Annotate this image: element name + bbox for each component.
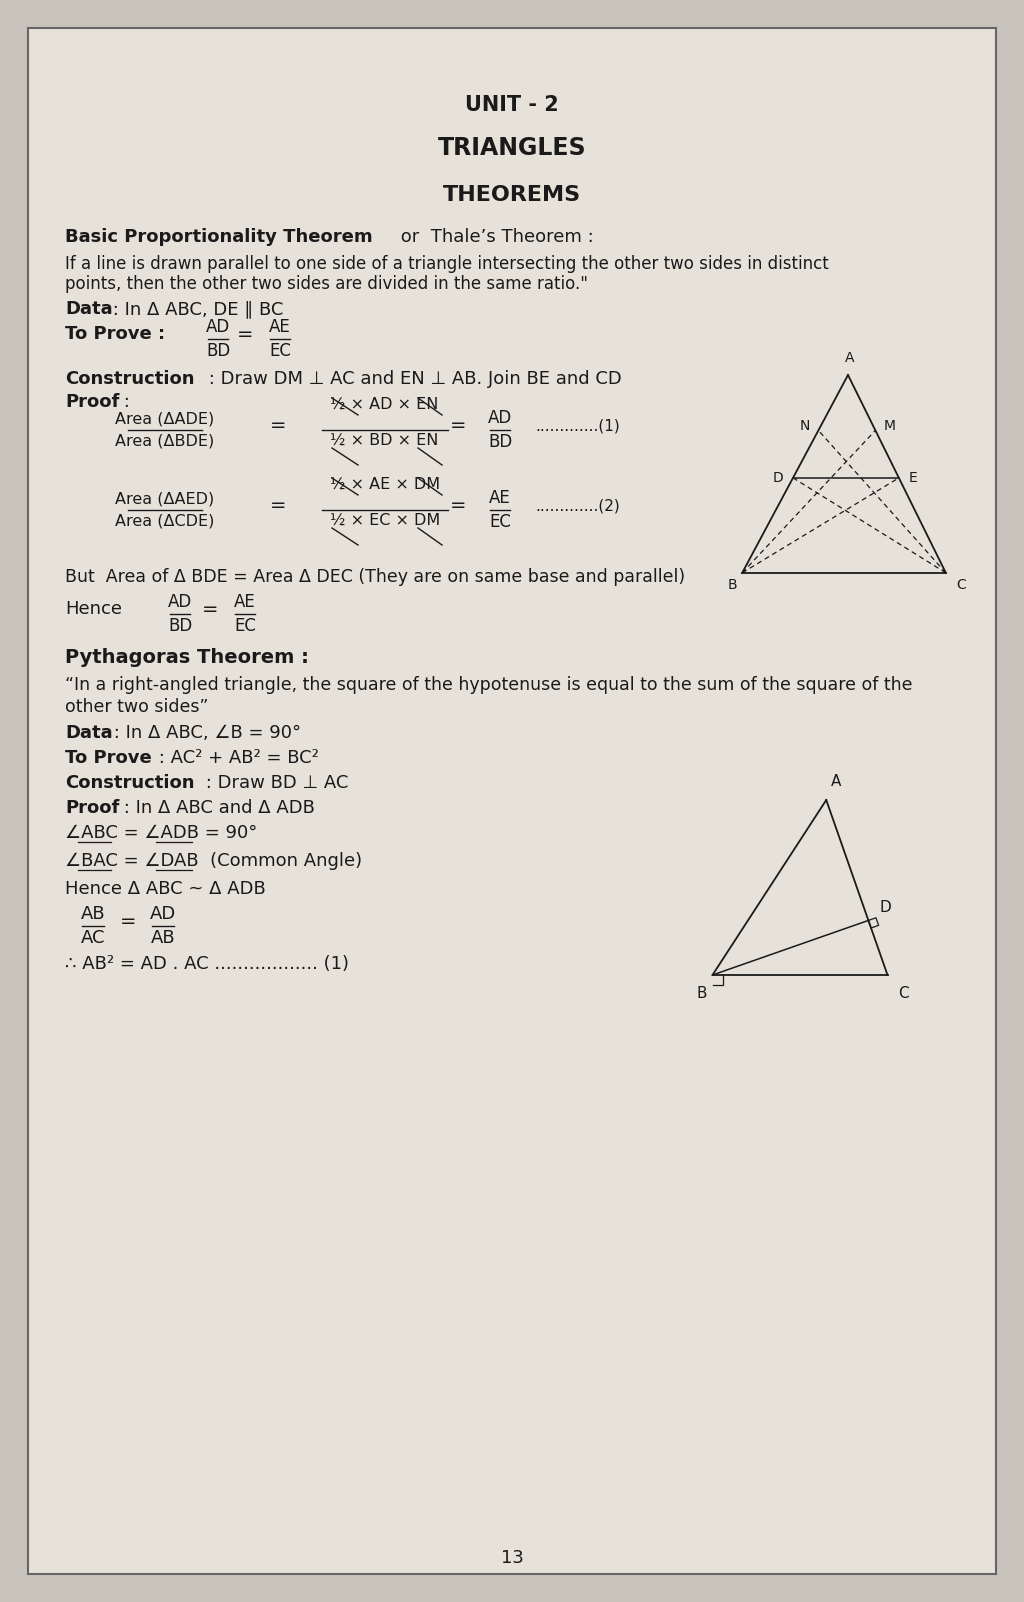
Text: M: M <box>884 420 895 434</box>
Text: B: B <box>696 985 707 1001</box>
Text: ½ × BD × EN: ½ × BD × EN <box>330 433 438 449</box>
Text: Area (ΔADE): Area (ΔADE) <box>116 412 215 428</box>
Text: .............(1): .............(1) <box>535 418 620 434</box>
Text: : Draw BD ⊥ AC: : Draw BD ⊥ AC <box>200 774 348 791</box>
Text: A: A <box>831 774 842 790</box>
Text: To Prove :: To Prove : <box>65 325 165 343</box>
Text: : In Δ ABC, DE ∥ BC: : In Δ ABC, DE ∥ BC <box>106 300 284 319</box>
Text: Area (ΔAED): Area (ΔAED) <box>116 492 215 506</box>
Text: If a line is drawn parallel to one side of a triangle intersecting the other two: If a line is drawn parallel to one side … <box>65 255 828 272</box>
Text: =: = <box>237 325 253 344</box>
Text: A: A <box>845 351 855 365</box>
Text: AC: AC <box>81 929 105 947</box>
FancyBboxPatch shape <box>28 27 996 1575</box>
Text: Construction: Construction <box>65 774 195 791</box>
Text: Construction: Construction <box>65 370 195 388</box>
Text: Hence Δ ABC ~ Δ ADB: Hence Δ ABC ~ Δ ADB <box>65 879 266 899</box>
Text: ∴ AB² = AD . AC .................. (1): ∴ AB² = AD . AC .................. (1) <box>65 955 349 972</box>
Text: EC: EC <box>234 617 256 634</box>
Text: AE: AE <box>269 319 291 336</box>
Text: Data: Data <box>65 300 113 319</box>
Text: Data: Data <box>65 724 113 742</box>
Text: Basic Proportionality Theorem: Basic Proportionality Theorem <box>65 227 373 247</box>
Text: AD: AD <box>206 319 230 336</box>
Text: TRIANGLES: TRIANGLES <box>437 136 587 160</box>
Text: Hence: Hence <box>65 601 122 618</box>
Text: ∠ABC = ∠ADB = 90°: ∠ABC = ∠ADB = 90° <box>65 823 257 843</box>
Text: ½ × EC × DM: ½ × EC × DM <box>330 513 440 529</box>
Text: D: D <box>880 900 891 915</box>
Text: C: C <box>898 985 909 1001</box>
Text: : In Δ ABC and Δ ADB: : In Δ ABC and Δ ADB <box>118 799 314 817</box>
Text: : AC² + AB² = BC²: : AC² + AB² = BC² <box>153 750 318 767</box>
Text: .............(2): .............(2) <box>535 498 620 514</box>
Text: ∠BAC = ∠DAB  (Common Angle): ∠BAC = ∠DAB (Common Angle) <box>65 852 362 870</box>
Text: Proof: Proof <box>65 799 120 817</box>
Text: : Draw DM ⊥ AC and EN ⊥ AB. Join BE and CD: : Draw DM ⊥ AC and EN ⊥ AB. Join BE and … <box>203 370 622 388</box>
Text: AE: AE <box>234 593 256 610</box>
Text: AB: AB <box>81 905 105 923</box>
Text: : In Δ ABC, ∠B = 90°: : In Δ ABC, ∠B = 90° <box>108 724 301 742</box>
Text: points, then the other two sides are divided in the same ratio.": points, then the other two sides are div… <box>65 276 588 293</box>
Text: Proof: Proof <box>65 392 120 412</box>
Text: But  Area of Δ BDE = Area Δ DEC (They are on same base and parallel): But Area of Δ BDE = Area Δ DEC (They are… <box>65 569 685 586</box>
Text: E: E <box>909 471 918 485</box>
Text: Area (ΔBDE): Area (ΔBDE) <box>116 433 215 449</box>
Text: Pythagoras Theorem :: Pythagoras Theorem : <box>65 647 309 666</box>
Text: UNIT - 2: UNIT - 2 <box>465 95 559 115</box>
Text: AE: AE <box>489 489 511 506</box>
Text: EC: EC <box>489 513 511 530</box>
Text: BD: BD <box>206 341 230 360</box>
Text: BD: BD <box>487 433 512 452</box>
Text: AD: AD <box>150 905 176 923</box>
Text: EC: EC <box>269 341 291 360</box>
Text: or  Thale’s Theorem :: or Thale’s Theorem : <box>395 227 594 247</box>
Text: =: = <box>450 497 466 516</box>
Text: To Prove: To Prove <box>65 750 152 767</box>
Text: =: = <box>269 417 287 436</box>
Text: D: D <box>772 471 783 485</box>
Text: B: B <box>727 578 737 591</box>
Text: “In a right-angled triangle, the square of the hypotenuse is equal to the sum of: “In a right-angled triangle, the square … <box>65 676 912 694</box>
Text: ½ × AE × DM: ½ × AE × DM <box>330 477 440 492</box>
Text: AD: AD <box>168 593 193 610</box>
Text: Area (ΔCDE): Area (ΔCDE) <box>116 513 215 529</box>
Text: BD: BD <box>168 617 193 634</box>
Text: AD: AD <box>487 409 512 428</box>
Text: =: = <box>450 417 466 436</box>
Text: THEOREMS: THEOREMS <box>443 184 581 205</box>
Text: AB: AB <box>151 929 175 947</box>
Text: N: N <box>800 420 810 434</box>
Text: 13: 13 <box>501 1549 523 1567</box>
Text: =: = <box>202 601 218 618</box>
Text: C: C <box>955 578 966 591</box>
Text: :: : <box>118 392 130 412</box>
Text: =: = <box>120 912 136 931</box>
Text: =: = <box>269 497 287 516</box>
Text: other two sides”: other two sides” <box>65 698 209 716</box>
Text: ½ × AD × EN: ½ × AD × EN <box>330 397 438 412</box>
